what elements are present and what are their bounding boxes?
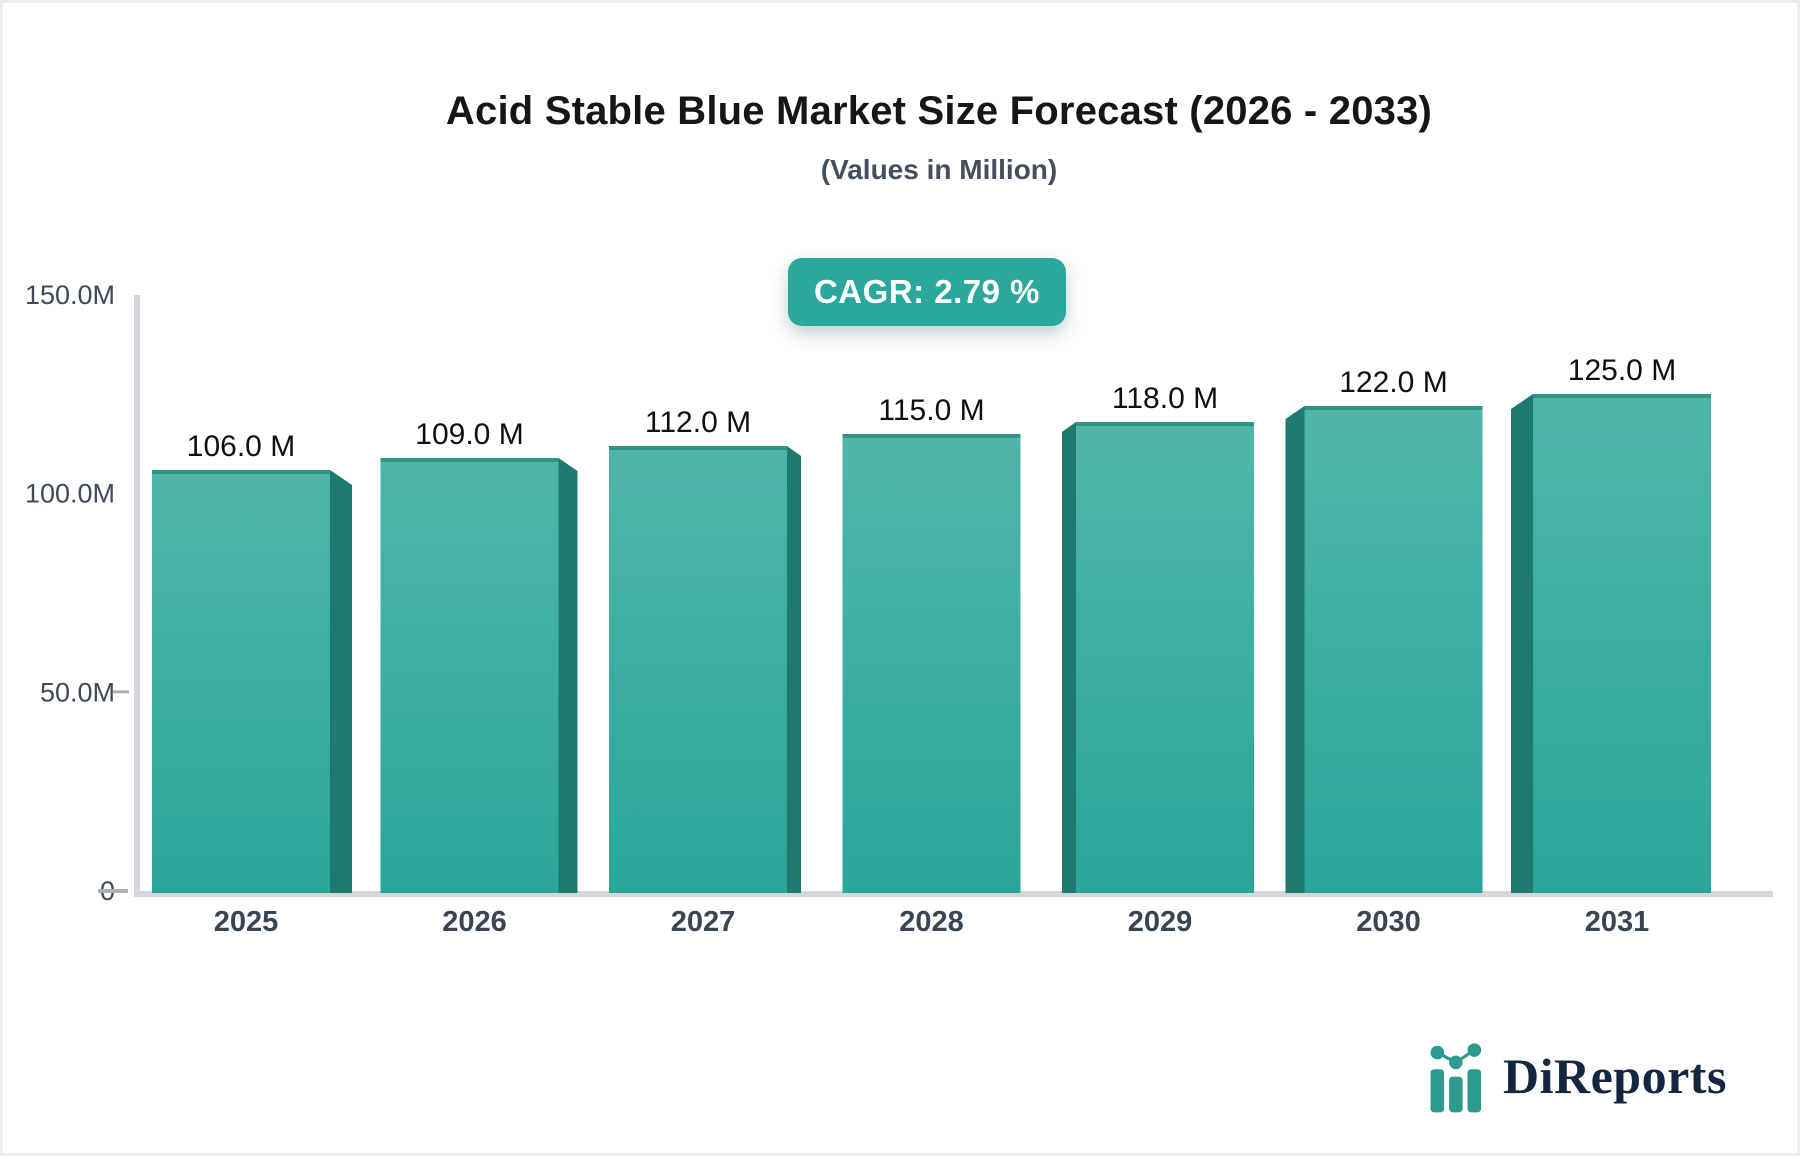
x-tick-label-2025: 2025	[214, 906, 279, 938]
bar-top-edge	[1076, 422, 1254, 426]
y-tick-label-100.0M: 100.0M	[25, 479, 115, 509]
bar-2025[interactable]: 106.0 M	[152, 430, 352, 893]
bar-chart-logo-icon	[1430, 1043, 1482, 1113]
bar-side-face	[330, 470, 352, 893]
x-tick-label-2029: 2029	[1128, 906, 1193, 938]
x-tick-label-2026: 2026	[442, 906, 507, 938]
y-tick-mark	[113, 690, 129, 694]
bar-value-label: 122.0 M	[1339, 366, 1447, 399]
brand-logo: DiReports	[1427, 1039, 1727, 1113]
bar-front-face	[1076, 422, 1254, 893]
bar-front-face	[1304, 406, 1483, 893]
bar-2029[interactable]: 118.0 M	[1062, 382, 1254, 893]
bar-front-face	[152, 470, 330, 893]
bar-2030[interactable]: 122.0 M	[1285, 366, 1483, 893]
page-title: Acid Stable Blue Market Size Forecast (2…	[445, 89, 1433, 133]
bar-value-label: 118.0 M	[1112, 382, 1218, 415]
y-tick-mark	[98, 889, 128, 893]
bar-front-face	[1533, 394, 1711, 893]
bar-top-edge	[1304, 406, 1483, 410]
bar-2027[interactable]: 112.0 M	[609, 406, 801, 893]
chart-header: Acid Stable Blue Market Size Forecast (2…	[3, 89, 1797, 186]
cagr-badge: CAGR: 2.79 %	[788, 258, 1066, 326]
x-tick-label-2027: 2027	[671, 906, 736, 938]
y-tick-label-50.0M: 50.0M	[40, 677, 115, 707]
bar-side-face	[1511, 394, 1533, 893]
bar-value-label: 115.0 M	[878, 394, 984, 427]
bar-front-face	[609, 446, 787, 893]
bar-front-face	[842, 434, 1021, 893]
bar-side-face	[558, 458, 578, 893]
bar-value-label: 112.0 M	[645, 406, 751, 439]
y-tick-label-150.0M: 150.0M	[25, 280, 115, 310]
bar-top-edge	[152, 470, 330, 474]
x-tick-label-2028: 2028	[899, 906, 964, 938]
bar-value-label: 125.0 M	[1568, 354, 1676, 387]
x-tick-label-2031: 2031	[1585, 906, 1650, 938]
bar-2028[interactable]: 115.0 M	[842, 394, 1021, 893]
bar-value-label: 106.0 M	[187, 430, 295, 463]
y-axis-line	[134, 295, 140, 897]
bar-top-edge	[609, 446, 787, 450]
brand-logo-text: DiReports	[1503, 1048, 1727, 1104]
x-tick-label-2030: 2030	[1356, 906, 1421, 938]
bar-2031[interactable]: 125.0 M	[1511, 354, 1711, 893]
bar-side-face	[787, 446, 801, 893]
bar-side-face	[1062, 422, 1076, 893]
x-axis-line	[134, 891, 1773, 897]
page-subtitle: (Values in Million)	[820, 154, 1058, 185]
bar-front-face	[380, 458, 559, 893]
bar-top-edge	[842, 434, 1021, 438]
bar-2026[interactable]: 109.0 M	[380, 418, 578, 893]
bar-top-edge	[1533, 394, 1711, 398]
bar-value-label: 109.0 M	[415, 418, 523, 451]
cagr-badge-label: CAGR: 2.79 %	[813, 273, 1041, 310]
bar-top-edge	[380, 458, 559, 462]
bar-side-face	[1285, 406, 1305, 893]
